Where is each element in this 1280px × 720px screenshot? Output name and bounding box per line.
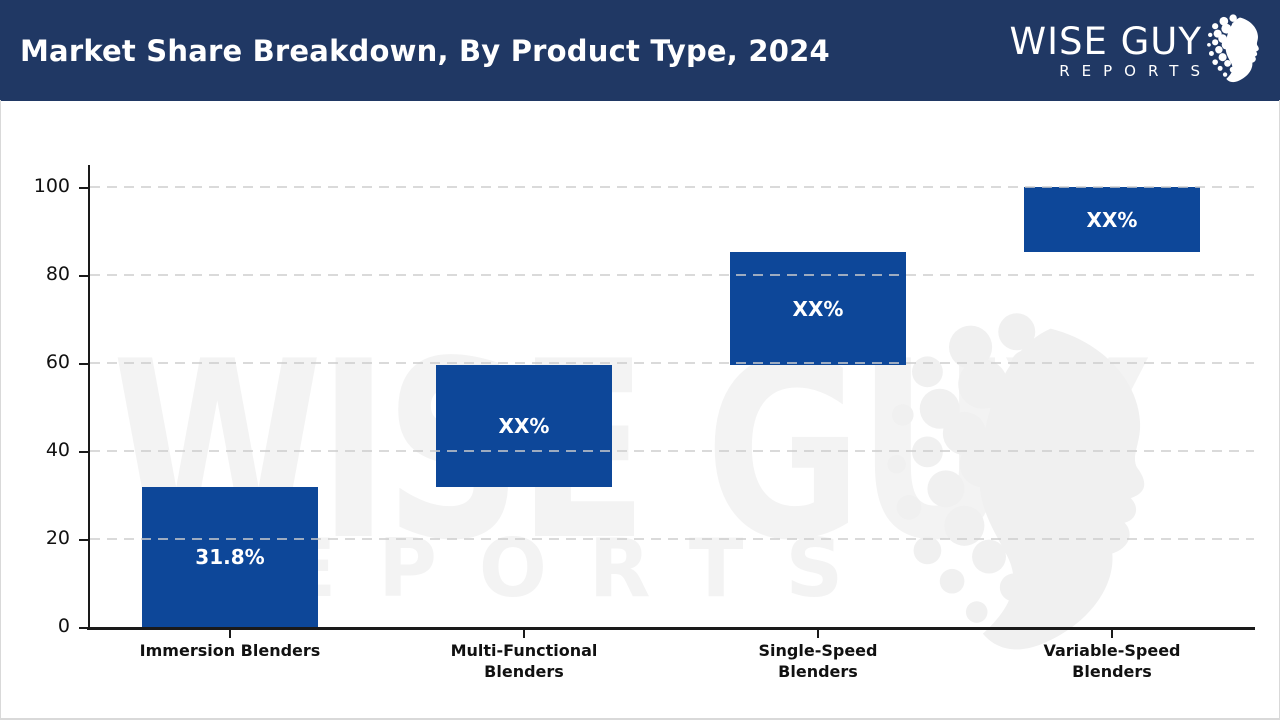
gridline xyxy=(90,362,1254,364)
gridline xyxy=(90,450,1254,452)
x-tick-mark xyxy=(523,630,525,638)
y-tick-mark xyxy=(79,275,88,277)
gridline xyxy=(90,186,1254,188)
y-tick-label: 20 xyxy=(45,527,70,549)
chart-area: WISE GUY REPORTS 0 20 40 60 80 100 31.8% Immers… xyxy=(0,101,1280,720)
logo-wiseguy-label: WISE GUY xyxy=(1009,19,1202,63)
bar: XX% xyxy=(1024,187,1200,253)
y-tick-label: 0 xyxy=(57,615,70,637)
gridline xyxy=(90,274,1254,276)
y-tick-mark xyxy=(79,539,88,541)
x-tick-mark xyxy=(1111,630,1113,638)
bar: XX% xyxy=(730,252,906,366)
page-border-left xyxy=(0,100,1,720)
logo-face-icon xyxy=(1207,13,1259,82)
y-tick-label: 60 xyxy=(45,351,70,373)
y-axis-spine xyxy=(88,165,90,629)
bar-value-label: XX% xyxy=(792,296,844,321)
bar-value-label: XX% xyxy=(1086,207,1138,232)
logo-reports-label: REPORTS xyxy=(1059,61,1212,80)
y-tick-label: 40 xyxy=(45,439,70,461)
y-tick-label: 100 xyxy=(33,175,70,197)
bar-value-label: XX% xyxy=(498,414,550,439)
y-tick-label: 80 xyxy=(45,263,70,285)
header: Market Share Breakdown, By Product Type,… xyxy=(0,0,1280,101)
gridline xyxy=(90,538,1254,540)
x-category-label: Immersion Blenders xyxy=(139,641,321,660)
logo-text: WISE GUY REPORTS xyxy=(1010,23,1202,79)
logo: WISE GUY REPORTS xyxy=(1010,9,1280,93)
bar: XX% xyxy=(436,365,612,488)
y-tick-mark xyxy=(79,627,88,629)
page-border-bottom xyxy=(0,718,1280,720)
x-category-label: Multi-Functional Blenders xyxy=(450,641,598,681)
watermark-face-icon xyxy=(887,313,1145,650)
x-tick-mark xyxy=(229,630,231,638)
bar: 31.8% xyxy=(142,487,318,627)
x-category-label: Variable-Speed Blenders xyxy=(1043,641,1181,681)
y-tick-mark xyxy=(79,187,88,189)
x-category-label: Single-Speed Blenders xyxy=(758,641,878,681)
y-tick-mark xyxy=(79,363,88,365)
x-tick-mark xyxy=(817,630,819,638)
y-tick-mark xyxy=(79,451,88,453)
page-title: Market Share Breakdown, By Product Type,… xyxy=(20,33,830,68)
bar-value-label: 31.8% xyxy=(195,545,265,570)
x-axis-spine xyxy=(87,627,1255,630)
